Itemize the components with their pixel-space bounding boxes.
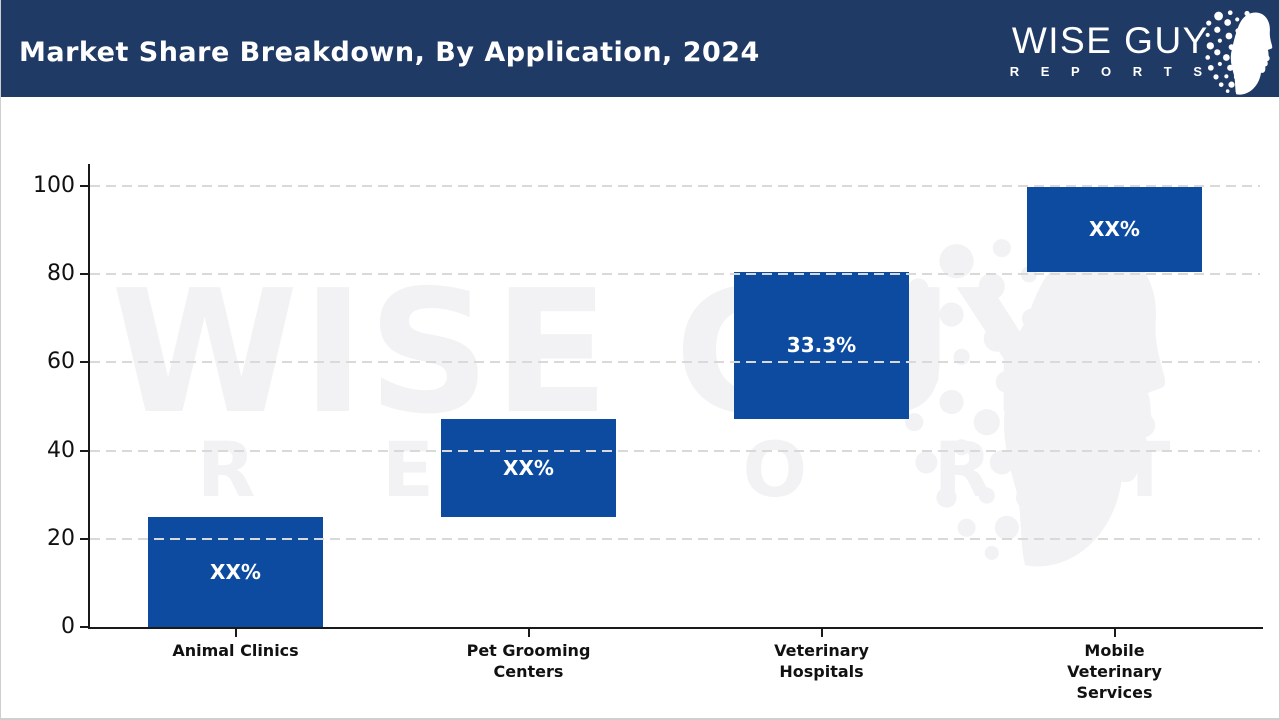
x-axis-spine — [88, 627, 1263, 629]
plot-area: XX% XX% 33.3% XX% — [89, 185, 1261, 627]
x-axis-label: Mobile Veterinary Services — [1067, 641, 1162, 702]
x-axis-label: Veterinary Hospitals — [774, 641, 869, 681]
bar: XX% — [147, 516, 324, 627]
y-axis-tick-label: 20 — [47, 525, 75, 551]
gridline — [90, 361, 1260, 364]
page-title: Market Share Breakdown, By Application, … — [19, 37, 760, 68]
x-tick — [527, 629, 530, 637]
x-tick — [820, 629, 823, 637]
y-axis-tick-label: 40 — [47, 437, 75, 463]
logo-face-icon — [1205, 9, 1273, 95]
bar-value-label: XX% — [210, 559, 261, 584]
y-tick — [80, 449, 89, 452]
bar: 33.3% — [733, 272, 910, 419]
header: Market Share Breakdown, By Application, … — [1, 0, 1279, 97]
y-tick — [80, 626, 89, 628]
x-axis-label: Pet Grooming Centers — [466, 641, 591, 681]
y-axis-tick-label: 100 — [33, 173, 75, 198]
gridline — [90, 449, 1260, 452]
y-tick — [80, 185, 89, 187]
logo-wordmark: WISE GUY — [1011, 20, 1209, 61]
x-tick — [1113, 629, 1116, 637]
x-axis-label: Animal Clinics — [172, 641, 299, 660]
bar: XX% — [1026, 186, 1203, 272]
gridline — [90, 537, 1260, 540]
y-tick — [80, 537, 89, 540]
x-tick — [234, 629, 237, 637]
y-axis-tick-label: 80 — [47, 261, 75, 287]
logo-subtext: R E P O R T S — [1009, 64, 1211, 79]
bar-value-label: XX% — [503, 455, 554, 480]
bar: XX% — [440, 418, 617, 517]
brand-logo-text: WISE GUY R E P O R T S — [1010, 22, 1211, 79]
y-tick — [80, 273, 89, 276]
gridline — [90, 273, 1260, 276]
y-axis-tick-label: 60 — [47, 349, 75, 375]
y-axis-tick-label: 0 — [61, 614, 75, 639]
bar-value-label: XX% — [1089, 217, 1140, 242]
brand-logo: WISE GUY R E P O R T S — [1010, 3, 1279, 95]
gridline — [90, 185, 1260, 187]
bar-value-label: 33.3% — [786, 333, 857, 358]
y-tick — [80, 361, 89, 364]
